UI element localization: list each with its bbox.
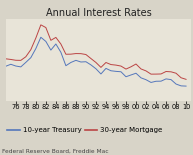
30-year Mortgage <box>145 70 147 72</box>
30-year Mortgage <box>155 73 157 75</box>
30-year Mortgage <box>180 77 182 79</box>
30-year Mortgage <box>120 65 122 67</box>
10-year Treasury <box>170 79 172 81</box>
30-year Mortgage <box>150 73 152 75</box>
10-year Treasury <box>70 62 72 63</box>
10-year Treasury <box>35 48 37 49</box>
10-year Treasury <box>155 80 157 82</box>
10-year Treasury <box>110 70 112 72</box>
30-year Mortgage <box>30 49 32 51</box>
30-year Mortgage <box>125 68 127 70</box>
10-year Treasury <box>30 57 32 59</box>
10-year Treasury <box>75 59 77 61</box>
10-year Treasury <box>150 82 152 83</box>
30-year Mortgage <box>55 36 57 38</box>
10-year Treasury <box>140 77 142 79</box>
Title: Annual Interest Rates: Annual Interest Rates <box>46 8 151 18</box>
30-year Mortgage <box>165 71 167 72</box>
30-year Mortgage <box>40 24 42 26</box>
10-year Treasury <box>95 68 97 70</box>
10-year Treasury <box>20 66 22 68</box>
30-year Mortgage <box>25 56 27 58</box>
10-year Treasury <box>130 74 132 76</box>
10-year Treasury <box>15 65 17 67</box>
Text: Federal Reserve Board, Freddie Mac: Federal Reserve Board, Freddie Mac <box>2 148 108 153</box>
30-year Mortgage <box>110 64 112 66</box>
10-year Treasury <box>145 79 147 81</box>
30-year Mortgage <box>70 53 72 55</box>
10-year Treasury <box>105 67 107 69</box>
30-year Mortgage <box>140 68 142 70</box>
30-year Mortgage <box>185 78 187 80</box>
10-year Treasury <box>135 72 137 74</box>
10-year Treasury <box>120 71 122 73</box>
30-year Mortgage <box>75 53 77 55</box>
30-year Mortgage <box>60 43 62 45</box>
10-year Treasury <box>55 43 57 45</box>
10-year Treasury <box>45 40 47 42</box>
30-year Mortgage <box>15 59 17 61</box>
30-year Mortgage <box>65 53 67 55</box>
30-year Mortgage <box>45 27 47 29</box>
10-year Treasury <box>185 85 187 87</box>
30-year Mortgage <box>85 54 87 55</box>
10-year Treasury <box>25 61 27 63</box>
Line: 30-year Mortgage: 30-year Mortgage <box>6 25 186 79</box>
30-year Mortgage <box>90 58 92 60</box>
10-year Treasury <box>85 61 87 63</box>
30-year Mortgage <box>160 73 162 75</box>
30-year Mortgage <box>170 71 172 73</box>
10-year Treasury <box>125 76 127 78</box>
Legend: 10-year Treasury, 30-year Mortgage: 10-year Treasury, 30-year Mortgage <box>7 127 163 133</box>
30-year Mortgage <box>50 39 52 41</box>
10-year Treasury <box>90 64 92 66</box>
30-year Mortgage <box>115 64 117 66</box>
10-year Treasury <box>10 63 12 65</box>
10-year Treasury <box>50 49 52 51</box>
30-year Mortgage <box>10 59 12 60</box>
30-year Mortgage <box>80 53 82 55</box>
10-year Treasury <box>80 61 82 63</box>
10-year Treasury <box>100 73 102 75</box>
30-year Mortgage <box>20 59 22 61</box>
30-year Mortgage <box>5 58 7 60</box>
10-year Treasury <box>65 65 67 67</box>
10-year Treasury <box>40 36 42 38</box>
30-year Mortgage <box>175 72 177 74</box>
10-year Treasury <box>175 83 177 85</box>
30-year Mortgage <box>35 37 37 39</box>
10-year Treasury <box>180 85 182 87</box>
30-year Mortgage <box>100 66 102 68</box>
10-year Treasury <box>5 65 7 67</box>
10-year Treasury <box>165 78 167 80</box>
10-year Treasury <box>115 70 117 72</box>
10-year Treasury <box>160 80 162 82</box>
30-year Mortgage <box>95 62 97 63</box>
10-year Treasury <box>60 51 62 53</box>
30-year Mortgage <box>105 62 107 63</box>
30-year Mortgage <box>130 66 132 68</box>
30-year Mortgage <box>135 63 137 65</box>
Line: 10-year Treasury: 10-year Treasury <box>6 37 186 86</box>
